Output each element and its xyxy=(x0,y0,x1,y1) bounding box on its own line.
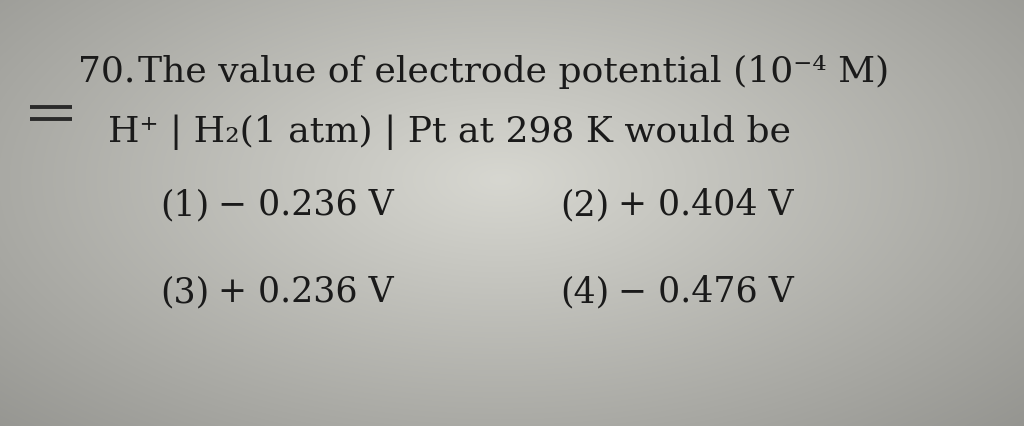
Text: (2): (2) xyxy=(560,187,609,222)
Text: − 0.236 V: − 0.236 V xyxy=(218,187,394,222)
Text: (4): (4) xyxy=(560,274,609,308)
Text: − 0.476 V: − 0.476 V xyxy=(618,274,794,308)
Text: 70.: 70. xyxy=(78,55,135,89)
Text: H⁺ | H₂(1 atm) | Pt at 298 K would be: H⁺ | H₂(1 atm) | Pt at 298 K would be xyxy=(108,115,791,150)
Text: (3): (3) xyxy=(160,274,209,308)
Text: + 0.236 V: + 0.236 V xyxy=(218,274,393,308)
Text: + 0.404 V: + 0.404 V xyxy=(618,187,794,222)
Text: (1): (1) xyxy=(160,187,209,222)
Text: The value of electrode potential (10⁻⁴ M): The value of electrode potential (10⁻⁴ M… xyxy=(138,55,889,89)
